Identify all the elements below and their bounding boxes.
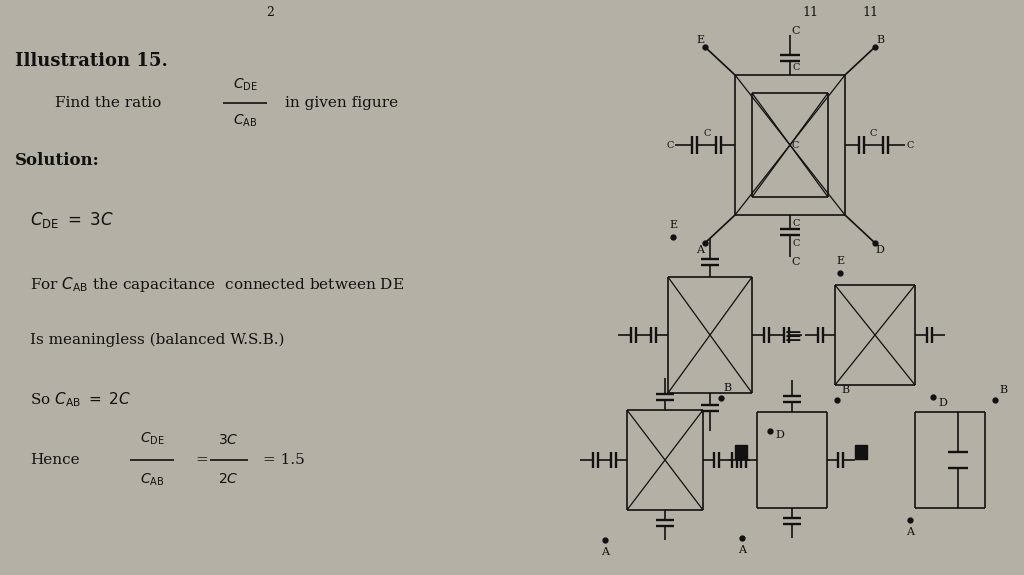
Text: $C_{\rm DE}$: $C_{\rm DE}$ (232, 76, 257, 93)
Text: = 1.5: = 1.5 (263, 453, 305, 467)
Text: E: E (836, 256, 844, 266)
Text: $C_{\rm AB}$: $C_{\rm AB}$ (232, 113, 257, 129)
Text: E: E (669, 220, 677, 230)
Text: D: D (876, 245, 885, 255)
Text: Illustration 15.: Illustration 15. (15, 52, 168, 70)
Text: in given figure: in given figure (285, 96, 398, 110)
Text: C: C (906, 140, 913, 150)
Text: D: D (939, 398, 947, 408)
Text: D: D (775, 430, 784, 440)
Text: B: B (876, 35, 884, 45)
Text: 11: 11 (802, 6, 818, 18)
Text: So $C_{\rm AB}\ =\ 2C$: So $C_{\rm AB}\ =\ 2C$ (30, 390, 131, 409)
Text: $C_{\rm AB}$: $C_{\rm AB}$ (140, 472, 164, 488)
Text: Solution:: Solution: (15, 152, 99, 169)
Text: C: C (793, 63, 800, 71)
Text: E: E (696, 35, 705, 45)
Text: For $C_{\rm AB}$ the capacitance  connected between DE: For $C_{\rm AB}$ the capacitance connect… (30, 275, 404, 294)
Text: Hence: Hence (30, 453, 80, 467)
Text: $C_{\rm DE}\ =\ 3C$: $C_{\rm DE}\ =\ 3C$ (30, 210, 114, 230)
Text: A: A (601, 547, 609, 557)
Text: B: B (999, 385, 1007, 395)
Text: Is meaningless (balanced W.S.B.): Is meaningless (balanced W.S.B.) (30, 333, 285, 347)
Text: C: C (869, 128, 877, 137)
Text: Find the ratio: Find the ratio (55, 96, 161, 110)
Text: $C_{\rm DE}$: $C_{\rm DE}$ (139, 431, 165, 447)
Bar (735, 445, 746, 459)
Text: A: A (906, 527, 914, 537)
Text: B: B (841, 385, 849, 395)
Text: $2C$: $2C$ (218, 472, 239, 486)
Text: A: A (738, 545, 746, 555)
Text: C: C (793, 218, 800, 228)
Text: =: = (195, 453, 208, 467)
Text: 11: 11 (862, 6, 878, 18)
Text: C: C (703, 128, 711, 137)
Text: C: C (792, 140, 799, 150)
Text: $3C$: $3C$ (218, 433, 239, 447)
Text: $\equiv$: $\equiv$ (778, 324, 802, 346)
Text: C: C (792, 26, 800, 36)
Bar (855, 445, 867, 459)
Text: A: A (696, 245, 705, 255)
Text: C: C (792, 257, 800, 267)
Text: 2: 2 (266, 6, 274, 18)
Text: B: B (723, 383, 731, 393)
Text: C: C (793, 239, 800, 247)
Text: C: C (667, 140, 674, 150)
